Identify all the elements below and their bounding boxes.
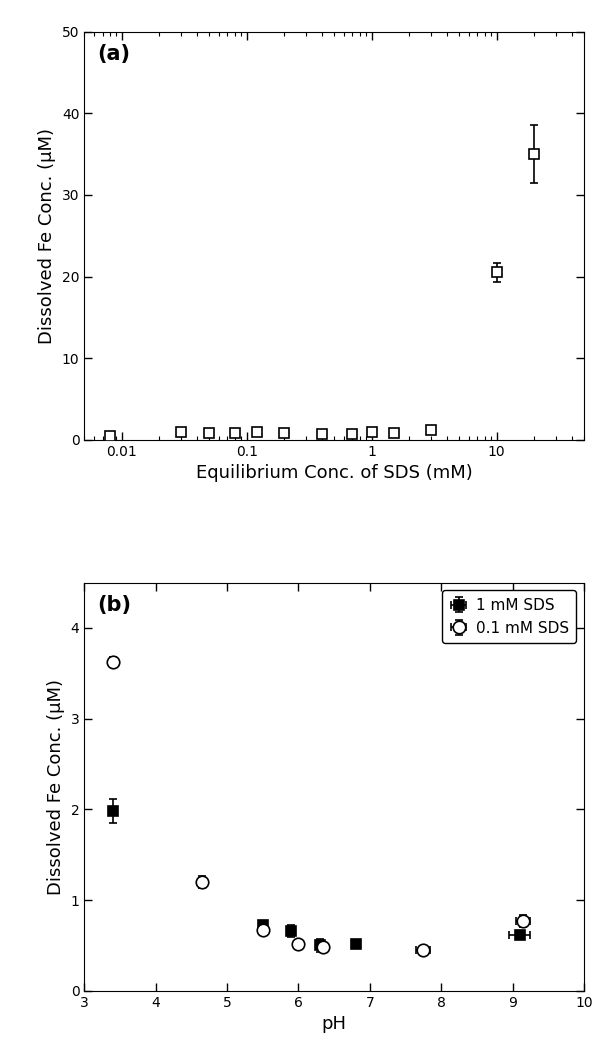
X-axis label: Equilibrium Conc. of SDS (mM): Equilibrium Conc. of SDS (mM) xyxy=(196,464,473,482)
Y-axis label: Dissolved Fe Conc. (μM): Dissolved Fe Conc. (μM) xyxy=(39,128,56,344)
X-axis label: pH: pH xyxy=(321,1015,347,1033)
Legend: 1 mM SDS, 0.1 mM SDS: 1 mM SDS, 0.1 mM SDS xyxy=(442,590,576,643)
Text: (b): (b) xyxy=(97,594,131,614)
Y-axis label: Dissolved Fe Conc. (μM): Dissolved Fe Conc. (μM) xyxy=(47,679,65,895)
Text: (a): (a) xyxy=(97,44,130,64)
